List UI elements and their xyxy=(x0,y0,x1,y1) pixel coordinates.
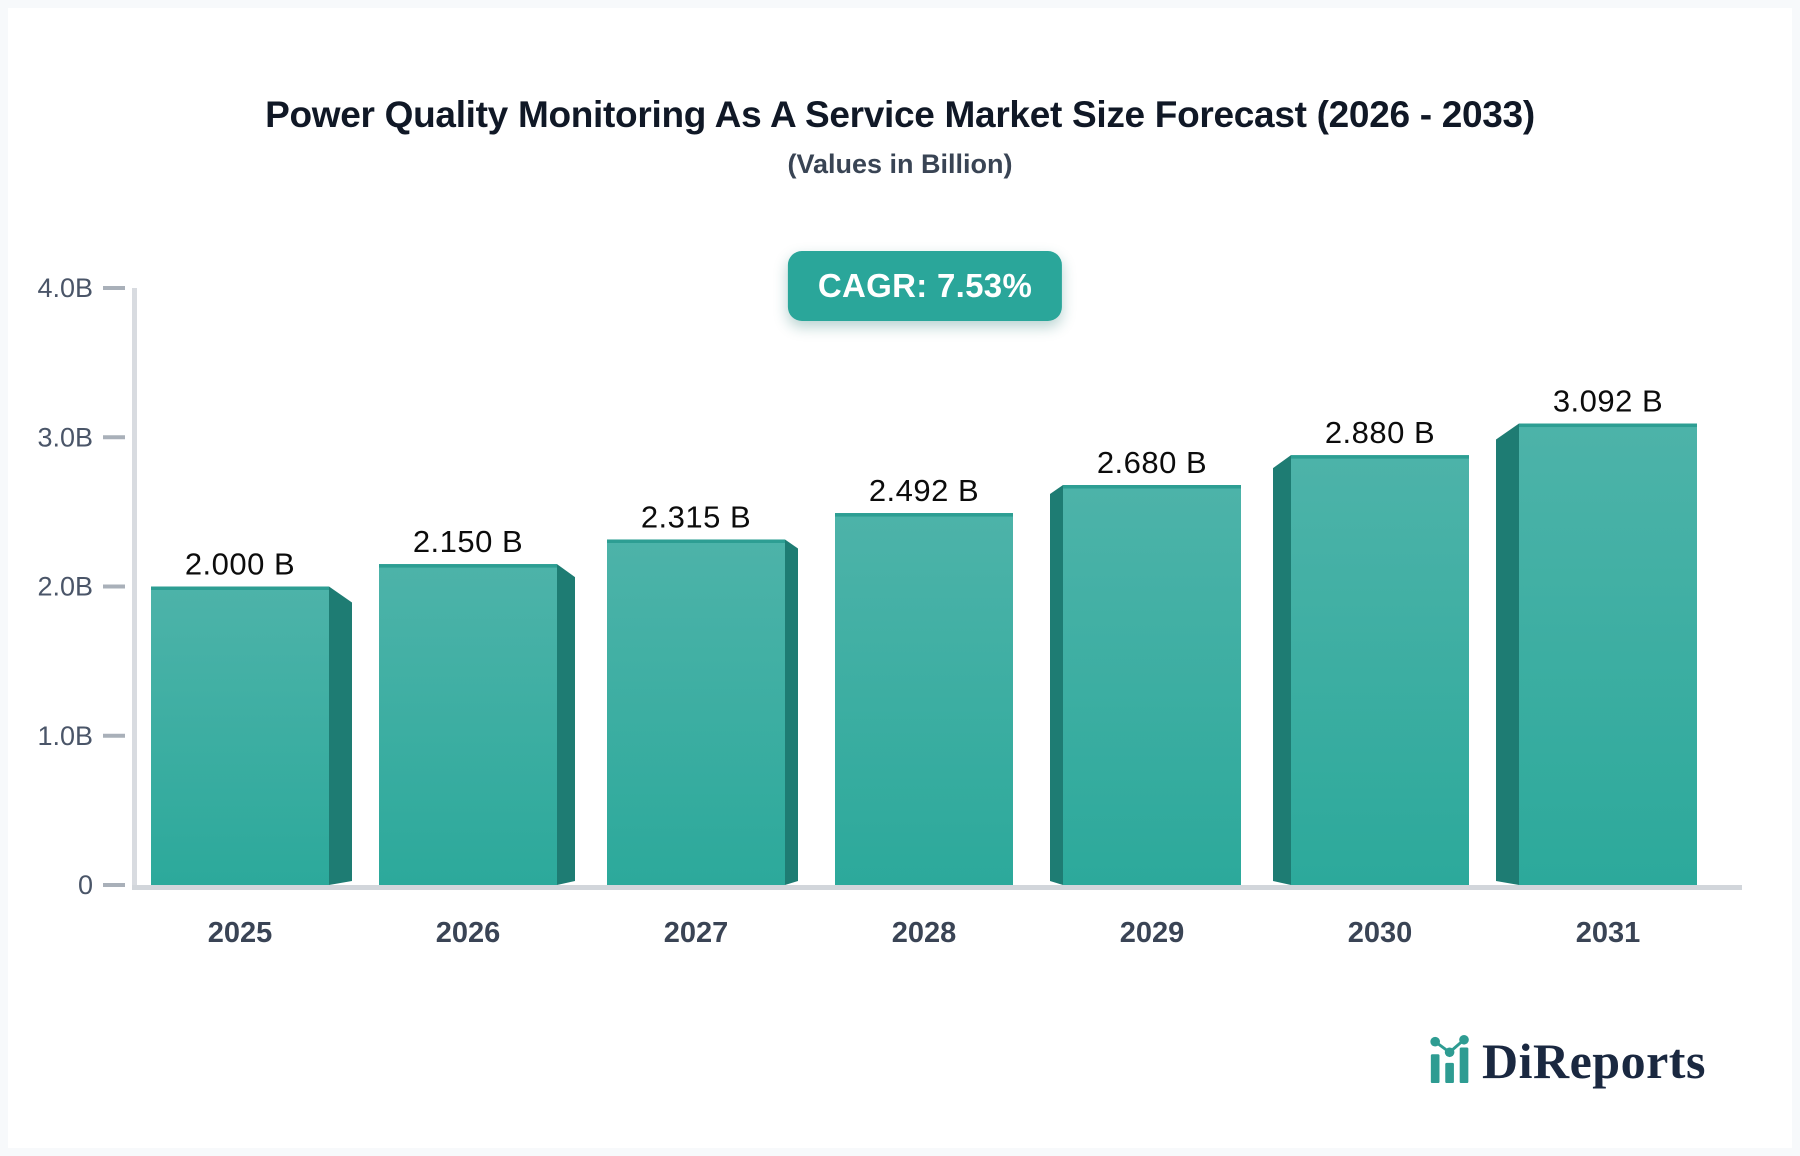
logo-dot xyxy=(1444,1047,1455,1058)
chart-title: Power Quality Monitoring As A Service Ma… xyxy=(265,94,1535,135)
y-axis-tick-label: 1.0B xyxy=(37,721,93,751)
bar-value-label: 2.315 B xyxy=(641,499,751,534)
bar xyxy=(607,539,785,885)
logo-bar xyxy=(1430,1054,1440,1084)
bar-side-face xyxy=(329,586,352,885)
bar xyxy=(379,564,557,885)
bar xyxy=(1063,485,1241,885)
bar xyxy=(1291,455,1469,885)
x-axis-category-label: 2025 xyxy=(208,917,273,949)
y-axis-tick xyxy=(103,286,125,290)
bar-side-face xyxy=(785,539,798,885)
bar xyxy=(835,513,1013,885)
x-axis-category-label: 2029 xyxy=(1120,917,1185,949)
bar-value-label: 3.092 B xyxy=(1553,384,1663,419)
bar-top-cap xyxy=(379,564,557,568)
cagr-badge: CAGR: 7.53% xyxy=(787,251,1063,321)
y-axis-tick xyxy=(103,584,125,589)
x-axis-line xyxy=(132,885,1742,890)
bar-top-cap xyxy=(1291,455,1469,459)
bar-side-face xyxy=(1050,485,1063,885)
y-axis-tick-label: 4.0B xyxy=(37,273,93,303)
bar-side-face xyxy=(557,564,575,885)
bar-value-label: 2.492 B xyxy=(869,473,979,508)
x-axis-category-label: 2026 xyxy=(436,917,501,949)
x-axis-category-label: 2027 xyxy=(664,917,729,949)
x-axis-category-label: 2028 xyxy=(892,917,957,949)
bar-side-face xyxy=(1496,423,1519,885)
logo: DiReports xyxy=(1427,1032,1706,1088)
x-axis-category-label: 2030 xyxy=(1348,917,1413,949)
logo-dot xyxy=(1430,1036,1440,1047)
bar-top-cap xyxy=(151,586,329,590)
bar-top-cap xyxy=(1063,485,1241,489)
logo-bar xyxy=(1459,1047,1469,1084)
y-axis-tick-label: 2.0B xyxy=(37,572,93,602)
y-axis-line xyxy=(132,288,137,890)
y-axis-tick xyxy=(103,435,125,440)
bar-side-face xyxy=(1273,455,1291,885)
bar-value-label: 2.880 B xyxy=(1325,415,1435,450)
bar-line-chart-icon xyxy=(1430,1034,1469,1084)
bar-top-cap xyxy=(607,539,785,543)
y-axis-tick-label: 3.0B xyxy=(37,422,93,452)
bar xyxy=(151,586,329,885)
logo-bar xyxy=(1445,1062,1454,1084)
x-axis-category-label: 2031 xyxy=(1576,917,1641,949)
y-axis-tick xyxy=(103,883,125,887)
logo-text: DiReports xyxy=(1482,1033,1706,1089)
bar-value-label: 2.680 B xyxy=(1097,445,1207,480)
logo-dot xyxy=(1459,1034,1469,1045)
bar-value-label: 2.000 B xyxy=(185,547,295,582)
bar-top-cap xyxy=(1519,423,1697,428)
y-axis-tick-label: 0 xyxy=(78,870,93,900)
bar-top-cap xyxy=(835,513,1013,517)
chart-subtitle: (Values in Billion) xyxy=(787,149,1013,179)
bar xyxy=(1519,423,1697,885)
y-axis-tick xyxy=(103,733,125,738)
bar-value-label: 2.150 B xyxy=(413,524,523,559)
